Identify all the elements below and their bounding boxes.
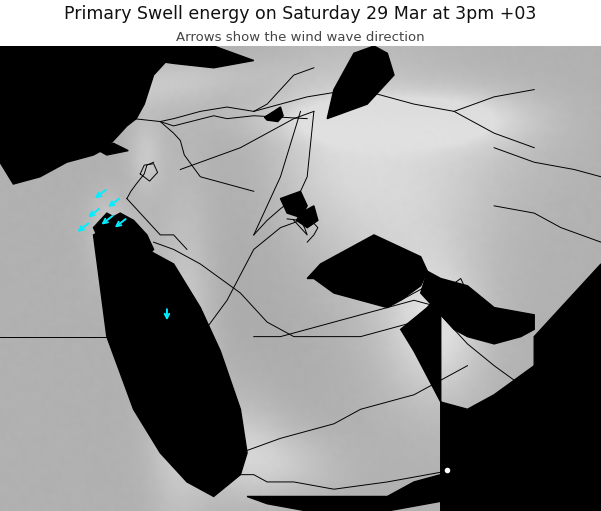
Polygon shape [94,227,247,497]
Polygon shape [0,46,167,184]
Polygon shape [247,468,468,511]
Polygon shape [264,107,283,122]
Polygon shape [401,293,601,511]
Text: Arrows show the wind wave direction: Arrows show the wind wave direction [176,31,425,44]
Text: Primary Swell energy on Saturday 29 Mar at 3pm +03: Primary Swell energy on Saturday 29 Mar … [64,5,537,23]
Polygon shape [307,235,427,308]
Polygon shape [0,46,254,68]
Polygon shape [296,206,318,227]
Polygon shape [281,191,307,218]
Polygon shape [421,271,534,344]
Polygon shape [327,46,394,119]
Polygon shape [94,213,154,257]
Polygon shape [534,264,601,511]
Polygon shape [94,213,127,249]
Polygon shape [96,144,128,155]
